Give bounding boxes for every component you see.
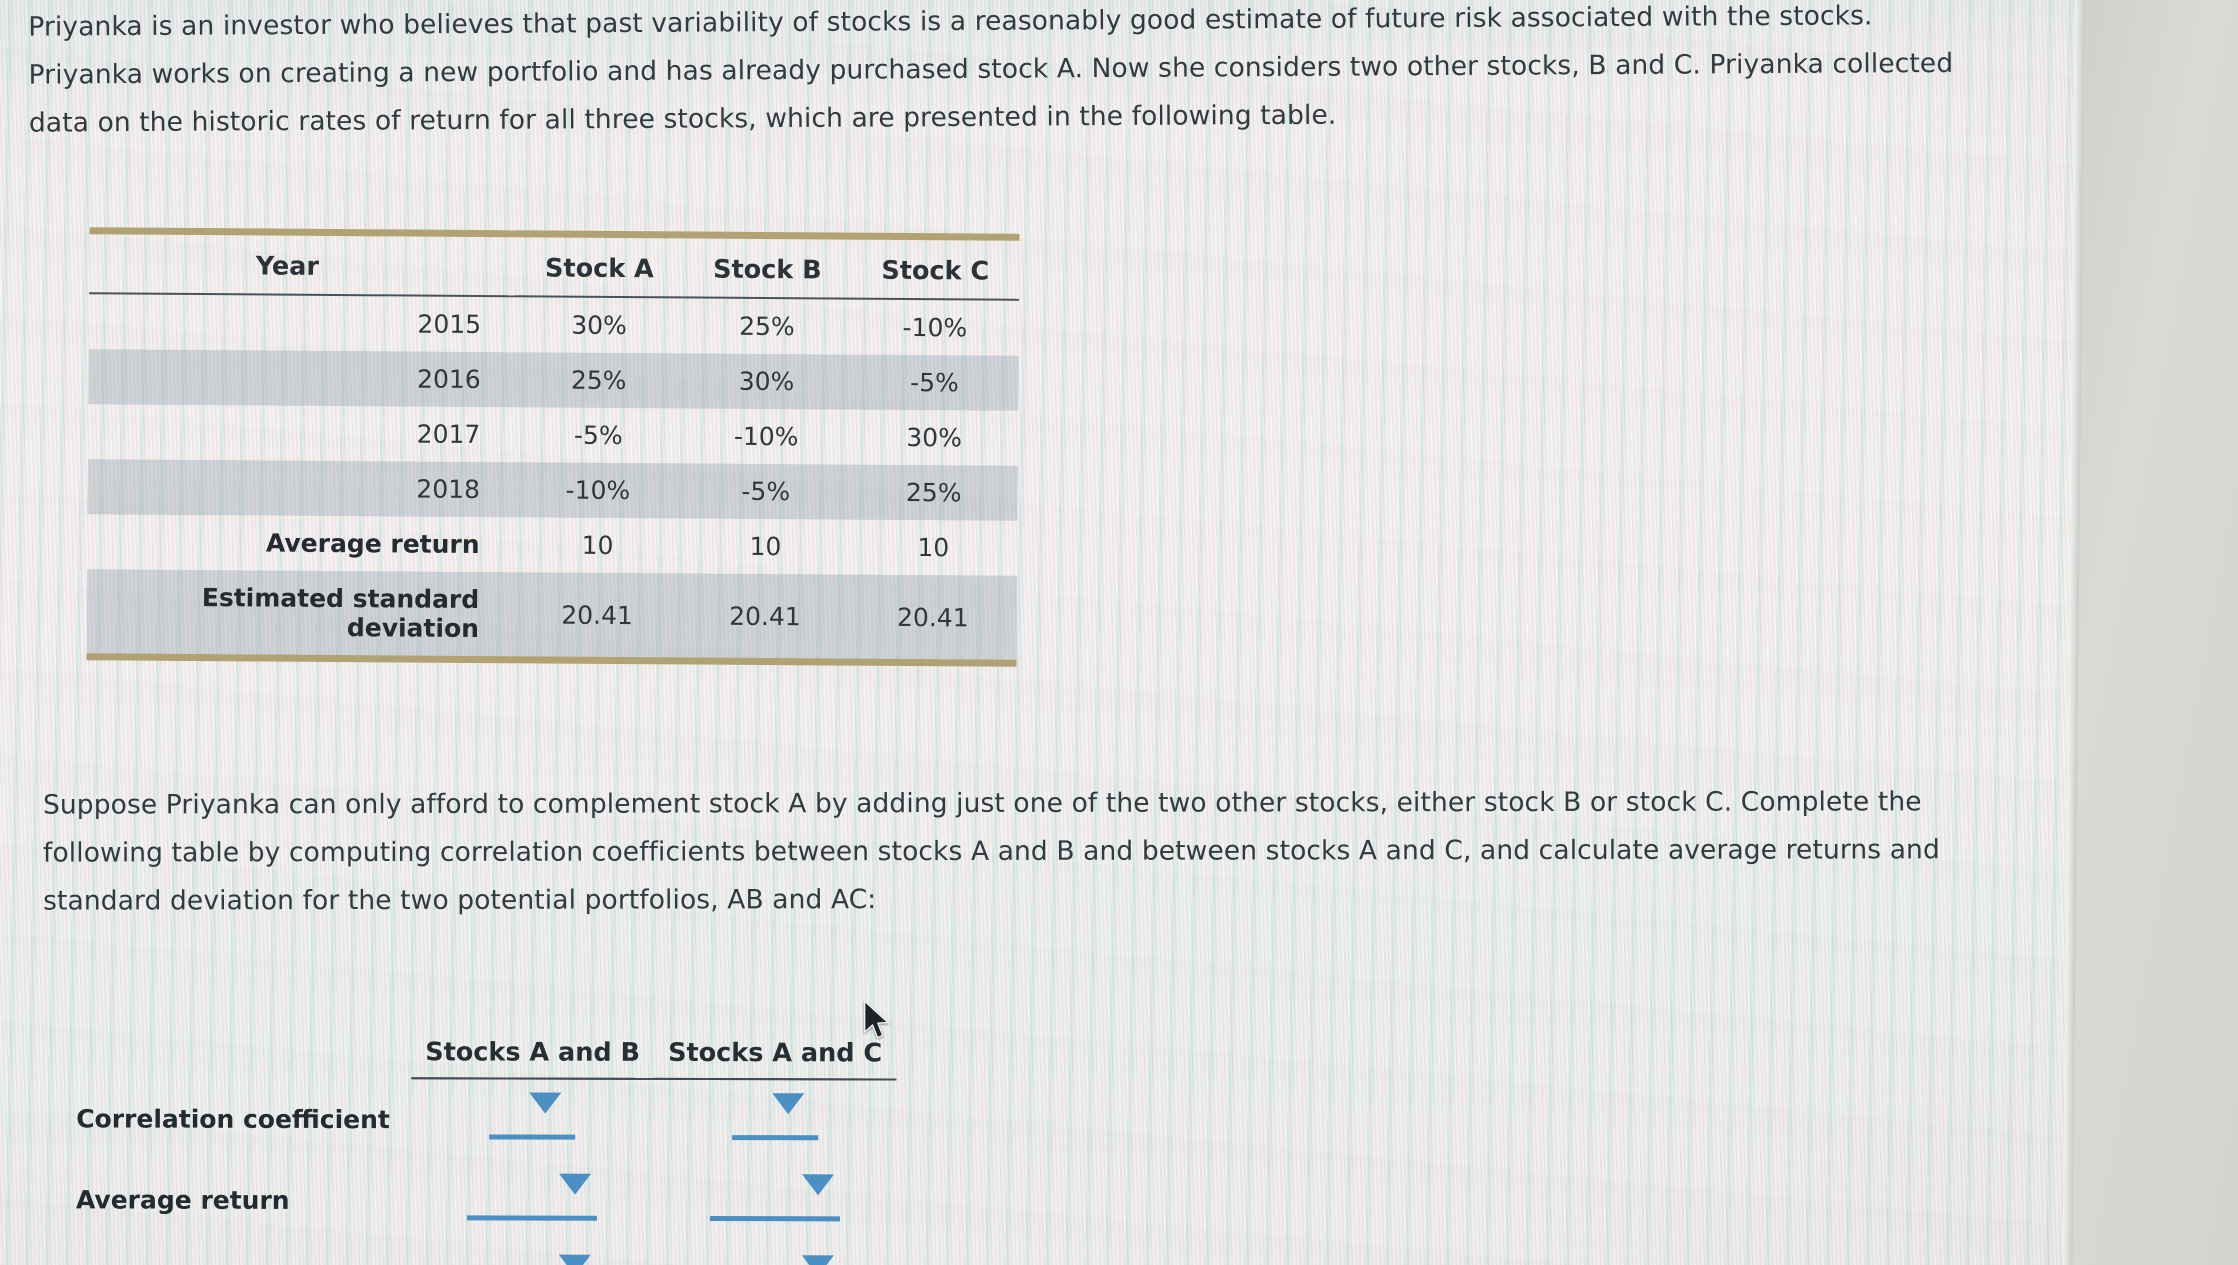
table1-cell-c: 10 (917, 533, 950, 563)
table1-cell-a: -10% (513, 462, 683, 519)
std-dev-ac-cell (653, 1242, 896, 1265)
chevron-down-icon (801, 1174, 834, 1196)
correlation-ac-cell (654, 1079, 897, 1162)
table1-cell-a: -5% (573, 420, 623, 451)
average-return-ab-cell (411, 1160, 654, 1242)
correlation-ab-cell (411, 1078, 654, 1161)
table-row: 2018 -10% -5% 25% (87, 459, 1018, 521)
problem-content: Priyanka is an investor who believes tha… (28, 0, 1954, 1265)
average-return-ac-dropdown[interactable] (709, 1174, 840, 1222)
average-return-ac-cell (653, 1161, 896, 1243)
table2-header-blank (76, 1030, 411, 1078)
chevron-down-icon (771, 1093, 805, 1115)
table1-cell-b: 10 (749, 531, 782, 562)
table1-row-label: 2017 (416, 419, 481, 450)
table1-cell-b: 25% (739, 311, 795, 342)
table1-row-label: Estimated standard deviation (86, 569, 514, 660)
std-dev-ab-cell (411, 1241, 654, 1265)
table1-header-stock-c: Stock C (851, 239, 1020, 300)
intro-paragraph: Priyanka is an investor who believes tha… (28, 0, 1954, 139)
table1-header-row: Year Stock A Stock B Stock C (89, 234, 1020, 300)
screen-surface: Priyanka is an investor who believes tha… (0, 0, 2119, 1265)
correlation-ab-dropdown[interactable] (489, 1092, 576, 1140)
chevron-down-icon (529, 1092, 562, 1114)
second-paragraph: Suppose Priyanka can only afford to comp… (42, 786, 1940, 917)
table1-row-label: 2016 (88, 349, 515, 408)
table-row-std-dev: Estimated standard deviation 20.41 20.41… (86, 569, 1018, 664)
table2-header-row: Stocks A and B Stocks A and C (76, 1030, 897, 1080)
average-return-ab-dropdown[interactable] (467, 1173, 598, 1221)
chevron-down-icon (801, 1255, 834, 1265)
table1-cell-a: 20.41 (512, 572, 682, 661)
std-dev-ac-dropdown[interactable] (709, 1255, 840, 1265)
table2-row-label-average-return: Average return (75, 1185, 290, 1215)
table1-cell-c: 30% (906, 422, 963, 453)
table2-header-stocks-a-and-c: Stocks A and C (653, 1031, 897, 1080)
mouse-pointer-icon (863, 1000, 889, 1039)
table1-cell-c: 25% (849, 464, 1018, 521)
table-row: Standard deviation (76, 1240, 896, 1265)
table1-cell-a: 10 (581, 530, 614, 560)
table2-row-label-standard-deviation: Standard deviation (76, 1240, 411, 1265)
table2-row-label-correlation-coefficient: Correlation coefficient (76, 1103, 390, 1134)
table1-cell-b: 20.41 (680, 573, 850, 663)
chevron-down-icon (559, 1173, 592, 1195)
chevron-down-icon (559, 1254, 592, 1265)
table1-cell-c: -10% (902, 312, 968, 343)
table-row: 2016 25% 30% -5% (88, 349, 1019, 411)
table1-cell-c: 20.41 (848, 574, 1018, 664)
table1-header-stock-a: Stock A (515, 237, 684, 298)
table1-cell-a: 25% (514, 352, 683, 409)
table1-row-label: 2018 (87, 459, 515, 518)
table-row: Correlation coefficient (76, 1077, 896, 1161)
table1-header-year: Year (89, 234, 516, 297)
historic-returns-table: Year Stock A Stock B Stock C 2015 30% 25… (86, 227, 1020, 667)
table1-cell-b: -10% (733, 421, 799, 452)
table-row: 2015 30% 25% -10% (89, 293, 1019, 355)
table1-cell-a: 30% (571, 310, 627, 341)
portfolio-answer-table: Stocks A and B Stocks A and C Correlatio… (76, 1030, 897, 1265)
table-row-average-return: Average return 10 10 10 (87, 514, 1017, 575)
table1-header-stock-b: Stock B (683, 238, 852, 299)
table-row: 2017 -5% -10% 30% (88, 404, 1018, 465)
table1-cell-c: -5% (850, 354, 1019, 411)
std-dev-ab-dropdown[interactable] (466, 1254, 598, 1265)
table1-cell-b: -5% (681, 463, 850, 520)
table1-cell-b: 30% (682, 353, 851, 410)
correlation-ac-dropdown[interactable] (731, 1093, 819, 1141)
table-row: Average return (76, 1159, 896, 1242)
monitor-bezel (2068, 0, 2238, 1265)
table1-row-label: 2015 (417, 309, 482, 340)
table1-row-label: Average return (265, 528, 480, 560)
table2-header-stocks-a-and-b: Stocks A and B (411, 1031, 654, 1079)
